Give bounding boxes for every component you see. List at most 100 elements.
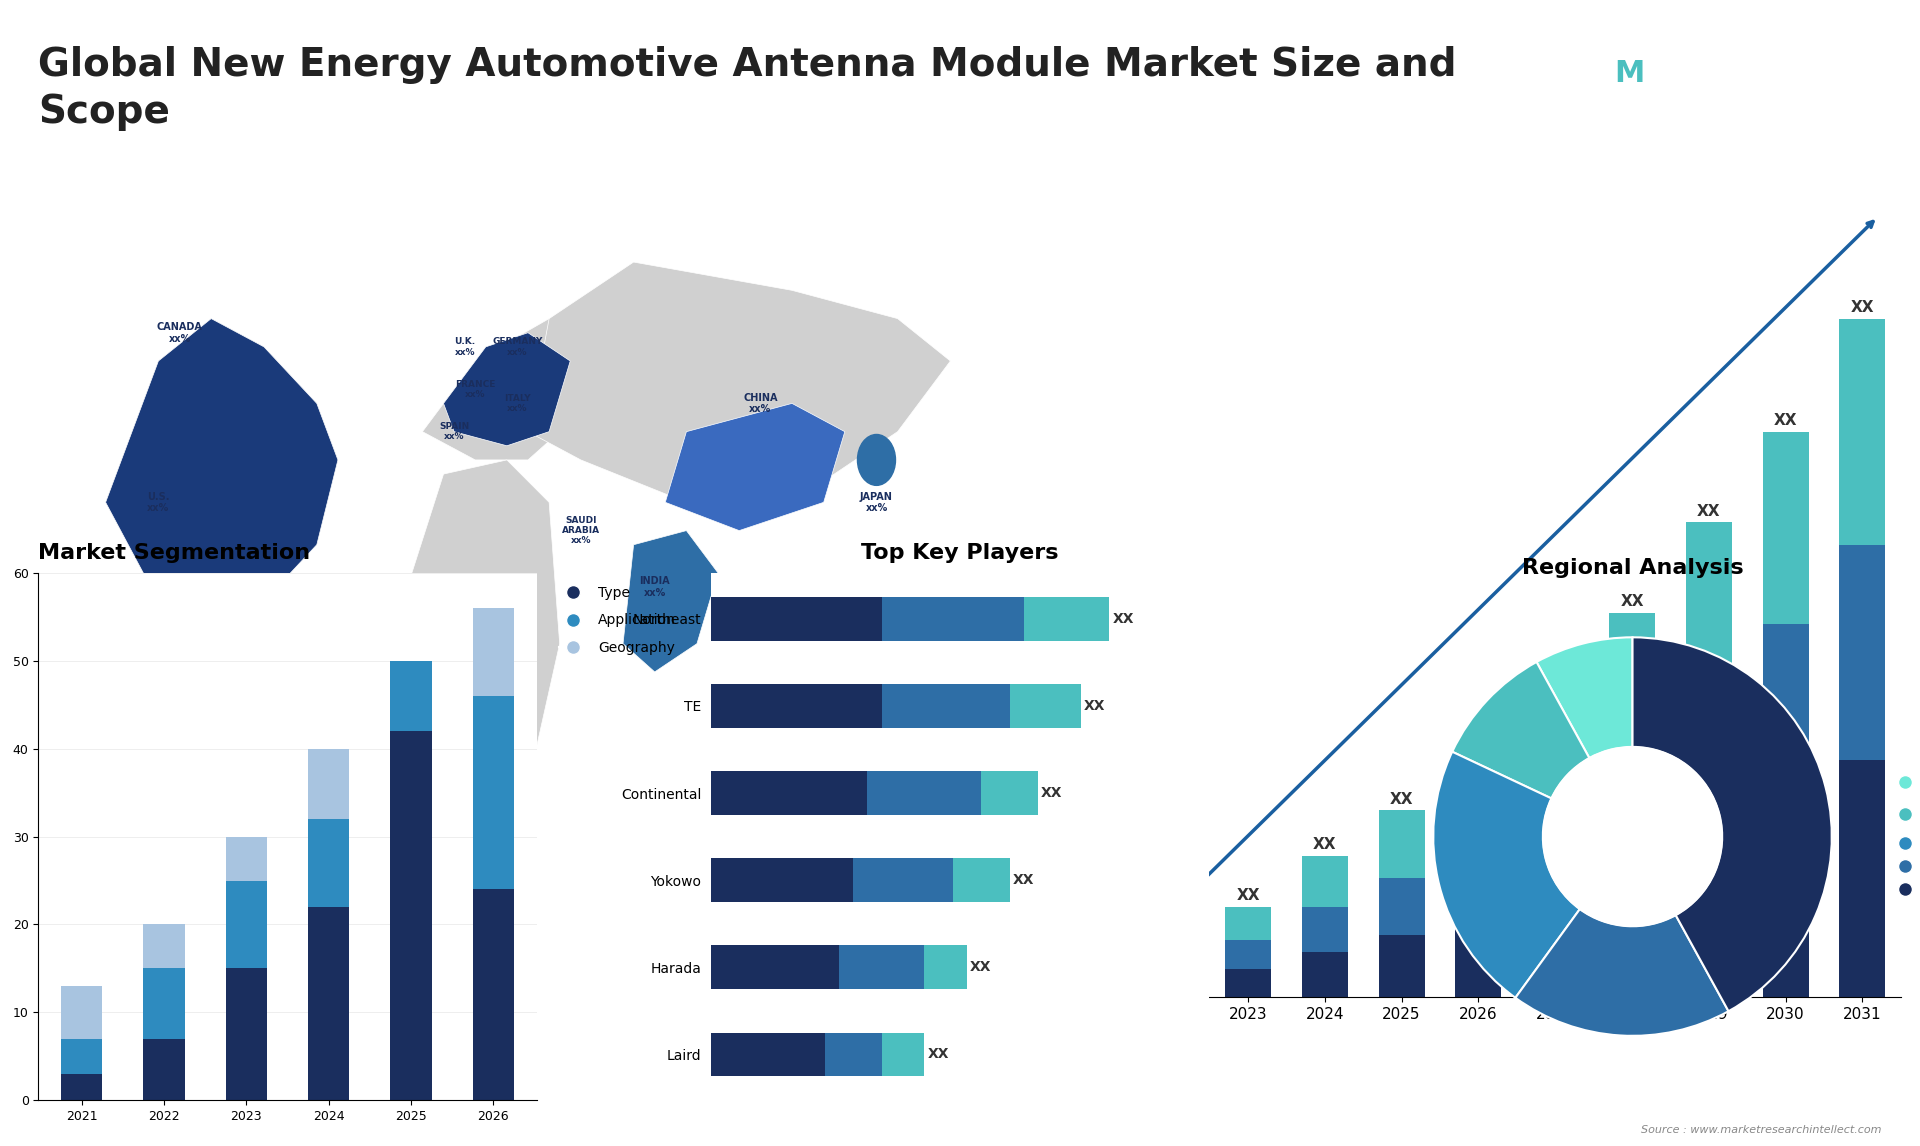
Bar bbox=[1763, 804, 1809, 997]
Bar bbox=[1225, 968, 1271, 997]
Polygon shape bbox=[190, 629, 275, 714]
Polygon shape bbox=[106, 319, 338, 644]
Text: FRANCE
xx%: FRANCE xx% bbox=[455, 379, 495, 399]
Bar bbox=[1839, 544, 1885, 760]
Bar bbox=[710, 945, 839, 989]
Bar bbox=[1225, 941, 1271, 968]
Text: XX: XX bbox=[1697, 504, 1720, 519]
Text: ITALY
xx%: ITALY xx% bbox=[505, 394, 530, 413]
Text: XX: XX bbox=[1620, 594, 1644, 610]
Bar bbox=[1148, 980, 1194, 997]
Text: CHINA
xx%: CHINA xx% bbox=[743, 393, 778, 414]
Bar bbox=[1455, 918, 1501, 997]
Polygon shape bbox=[106, 319, 338, 644]
Bar bbox=[1532, 681, 1578, 793]
Polygon shape bbox=[422, 319, 582, 460]
Bar bbox=[1071, 986, 1117, 997]
Legend: Type, Application, Geography: Type, Application, Geography bbox=[553, 580, 682, 661]
Bar bbox=[710, 597, 881, 641]
Bar bbox=[1455, 839, 1501, 918]
Polygon shape bbox=[202, 672, 307, 870]
Text: XX: XX bbox=[1236, 888, 1260, 903]
Bar bbox=[1023, 597, 1110, 641]
Polygon shape bbox=[528, 262, 950, 502]
Bar bbox=[1686, 523, 1732, 681]
Text: XX: XX bbox=[1390, 792, 1413, 807]
Bar bbox=[144, 925, 184, 968]
Bar bbox=[390, 731, 432, 1100]
Bar bbox=[952, 858, 1010, 902]
Text: XX: XX bbox=[1467, 730, 1490, 745]
Bar bbox=[1839, 760, 1885, 997]
Bar bbox=[1609, 748, 1655, 872]
Bar bbox=[307, 819, 349, 906]
Text: Market Segmentation: Market Segmentation bbox=[38, 543, 311, 563]
Bar bbox=[1686, 681, 1732, 839]
Bar bbox=[1379, 810, 1425, 878]
Bar bbox=[472, 889, 515, 1100]
Text: XX: XX bbox=[927, 1047, 948, 1061]
Bar bbox=[1071, 963, 1117, 974]
Title: Regional Analysis: Regional Analysis bbox=[1523, 558, 1743, 578]
Polygon shape bbox=[622, 531, 718, 672]
Bar bbox=[826, 1033, 881, 1076]
Bar bbox=[227, 968, 267, 1100]
Bar bbox=[390, 661, 432, 731]
Bar bbox=[1379, 878, 1425, 935]
Polygon shape bbox=[666, 403, 845, 531]
Polygon shape bbox=[793, 743, 950, 926]
Text: CANADA
xx%: CANADA xx% bbox=[157, 322, 202, 344]
Bar bbox=[881, 597, 1023, 641]
Bar bbox=[1532, 793, 1578, 895]
Bar bbox=[472, 696, 515, 889]
Text: XX: XX bbox=[1160, 923, 1183, 937]
Text: XX: XX bbox=[970, 960, 991, 974]
Bar bbox=[1225, 906, 1271, 941]
Text: INDIA
xx%: INDIA xx% bbox=[639, 576, 670, 598]
Bar bbox=[881, 1033, 924, 1076]
Bar bbox=[144, 1038, 184, 1100]
Text: M: M bbox=[1615, 58, 1645, 88]
Bar bbox=[472, 609, 515, 696]
Bar bbox=[981, 771, 1039, 815]
Text: XX: XX bbox=[1313, 838, 1336, 853]
Bar bbox=[1609, 872, 1655, 997]
Text: BRAZIL
xx%: BRAZIL xx% bbox=[223, 775, 263, 795]
Bar bbox=[1763, 432, 1809, 623]
Bar bbox=[1763, 623, 1809, 804]
Bar bbox=[61, 986, 102, 1038]
Wedge shape bbox=[1515, 909, 1728, 1036]
Bar bbox=[61, 1038, 102, 1074]
Circle shape bbox=[1544, 747, 1722, 926]
Bar bbox=[1379, 935, 1425, 997]
Bar bbox=[1302, 952, 1348, 997]
Bar bbox=[924, 945, 968, 989]
Bar bbox=[307, 748, 349, 819]
Text: XX: XX bbox=[1083, 699, 1106, 713]
Bar bbox=[1532, 895, 1578, 997]
Text: SOUTH
AFRICA
xx%: SOUTH AFRICA xx% bbox=[478, 728, 515, 758]
Bar bbox=[710, 858, 852, 902]
Text: Global New Energy Automotive Antenna Module Market Size and
Scope: Global New Energy Automotive Antenna Mod… bbox=[38, 46, 1457, 131]
Bar bbox=[1609, 613, 1655, 748]
Bar bbox=[227, 880, 267, 968]
Text: XX: XX bbox=[1112, 612, 1135, 626]
Text: GERMANY
xx%: GERMANY xx% bbox=[492, 337, 543, 356]
Bar bbox=[710, 684, 881, 728]
Text: Source : www.marketresearchintellect.com: Source : www.marketresearchintellect.com bbox=[1642, 1124, 1882, 1135]
Bar bbox=[1148, 963, 1194, 980]
Bar bbox=[1148, 941, 1194, 963]
Wedge shape bbox=[1632, 637, 1832, 1011]
Bar bbox=[839, 945, 924, 989]
Bar bbox=[852, 858, 952, 902]
Polygon shape bbox=[401, 460, 561, 856]
Polygon shape bbox=[190, 644, 317, 926]
Text: XX: XX bbox=[1083, 944, 1106, 959]
Bar bbox=[307, 906, 349, 1100]
Text: XX: XX bbox=[1041, 786, 1062, 800]
Bar bbox=[868, 771, 981, 815]
Bar bbox=[710, 771, 868, 815]
Bar bbox=[144, 968, 184, 1038]
Bar bbox=[1455, 748, 1501, 839]
Bar bbox=[1010, 684, 1081, 728]
